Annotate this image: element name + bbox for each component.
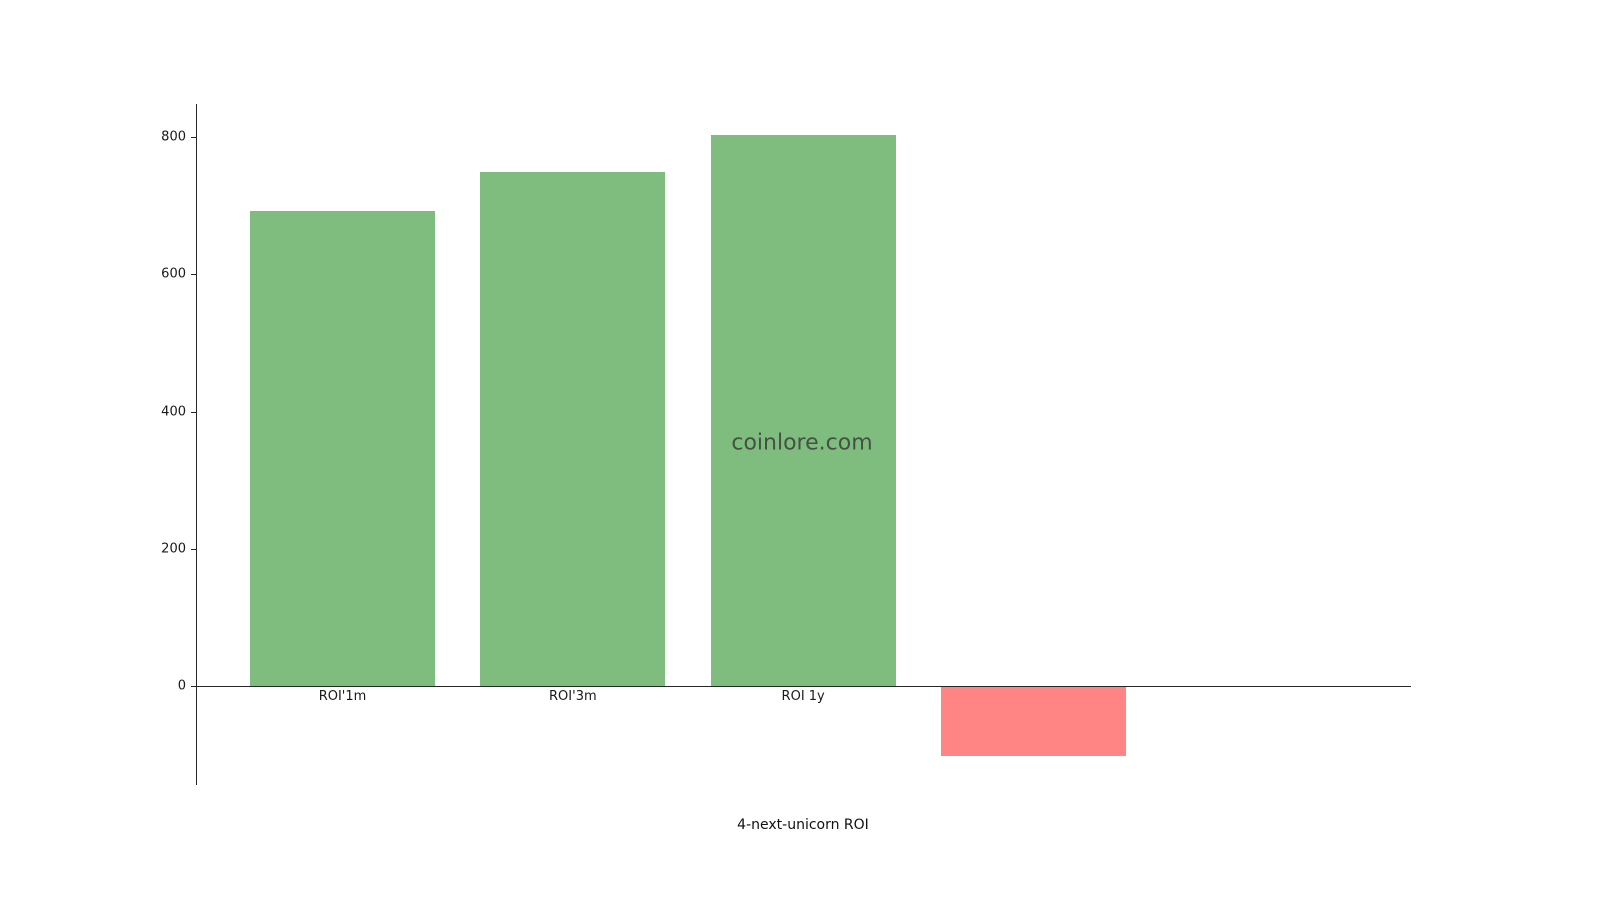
watermark: coinlore.com bbox=[731, 430, 873, 456]
chart-title: 4-next-unicorn ROI bbox=[737, 817, 869, 833]
bar bbox=[710, 135, 896, 686]
y-tick-mark bbox=[191, 137, 196, 139]
x-axis-line bbox=[196, 686, 1411, 687]
y-tick-mark bbox=[191, 411, 196, 413]
bar bbox=[250, 211, 435, 686]
y-tick-label: 200 bbox=[161, 541, 186, 557]
y-tick-mark bbox=[191, 274, 196, 276]
y-tick-label: 800 bbox=[161, 129, 186, 145]
x-tick-label: ROI'3m bbox=[549, 689, 597, 704]
y-tick-mark bbox=[191, 686, 196, 687]
y-axis-line bbox=[196, 104, 197, 785]
y-tick-label: 0 bbox=[177, 678, 186, 694]
bar bbox=[480, 171, 666, 686]
x-tick-label: ROI'1m bbox=[318, 689, 367, 704]
y-tick-label: 600 bbox=[161, 266, 186, 282]
y-tick-mark bbox=[191, 548, 196, 550]
bar bbox=[940, 687, 1126, 756]
x-tick-label: ROI 1y bbox=[781, 689, 825, 704]
y-tick-label: 400 bbox=[161, 404, 186, 420]
